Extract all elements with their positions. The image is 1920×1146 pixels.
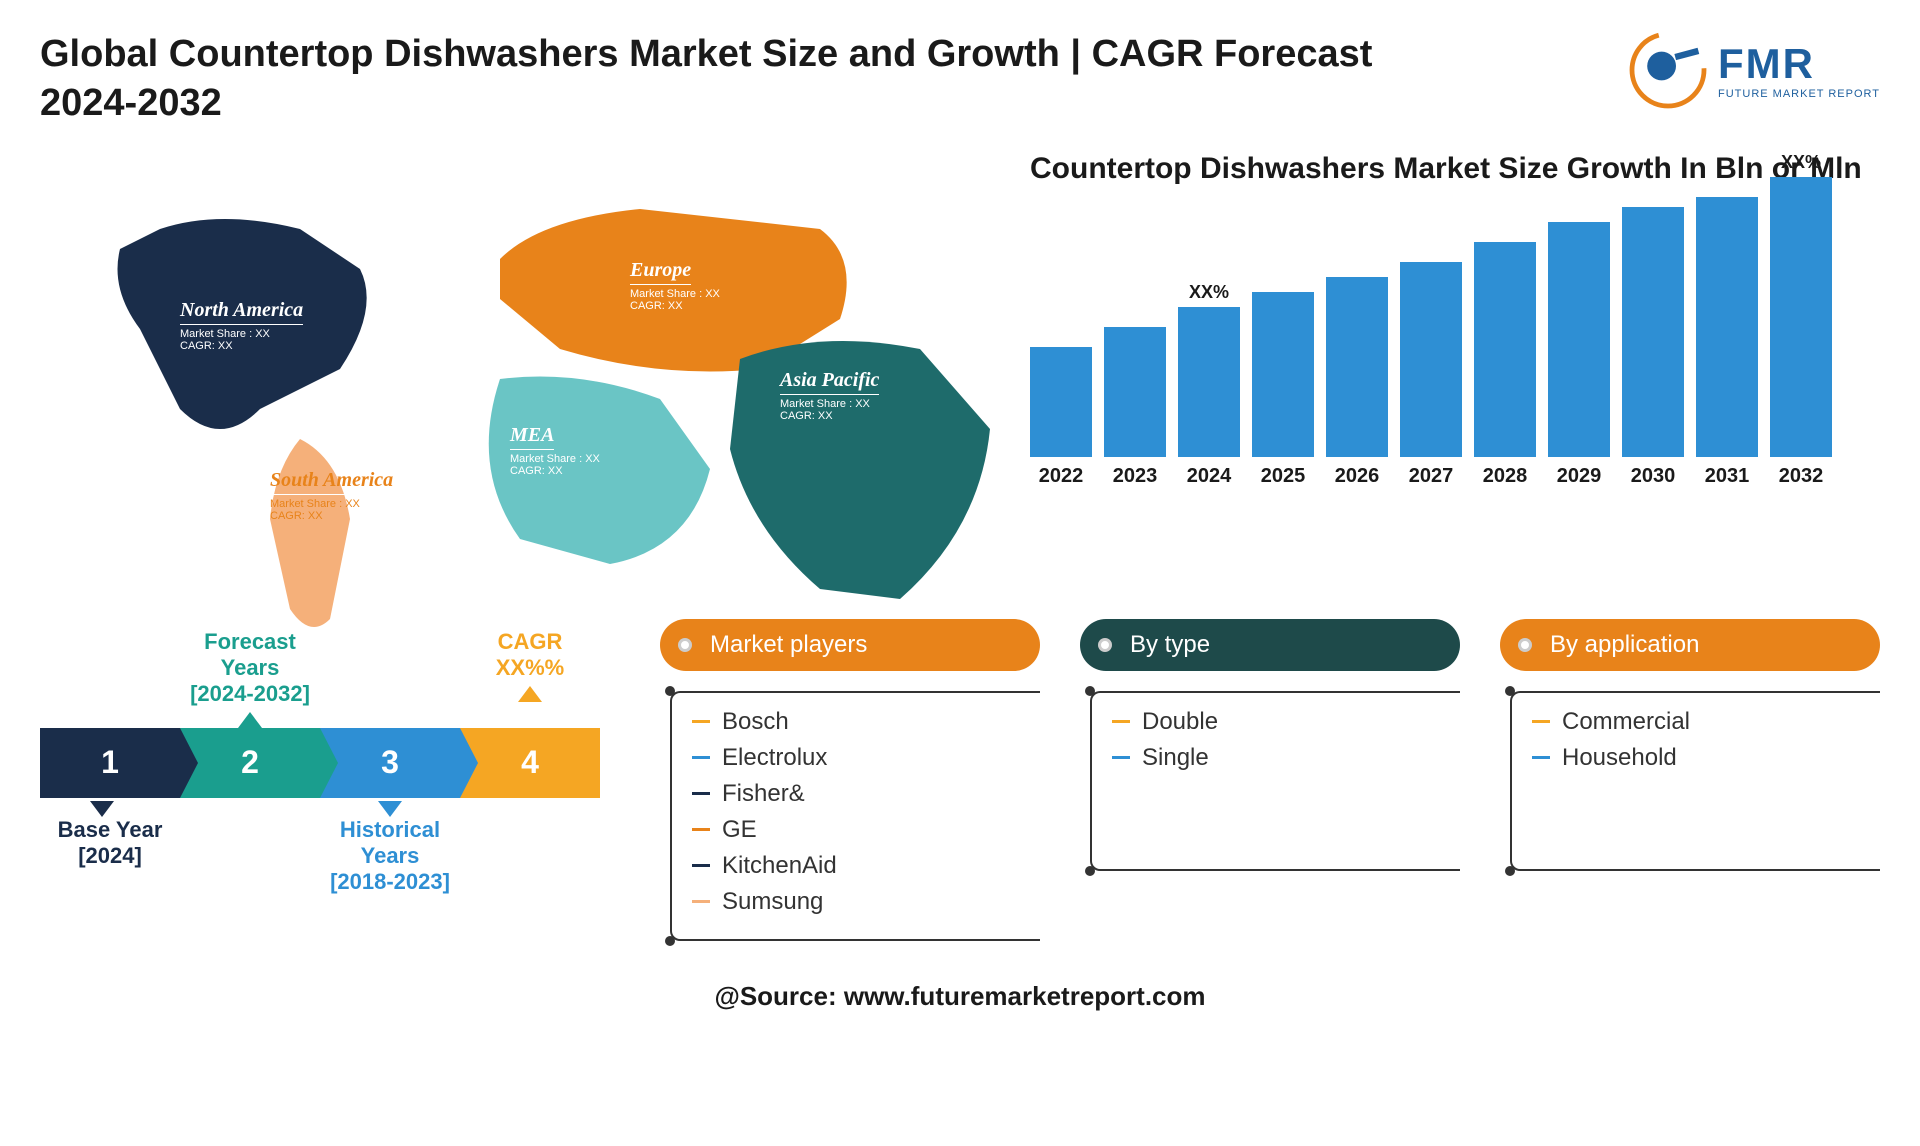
- hist-range: [2018-2023]: [320, 869, 460, 895]
- category-item: Double: [1112, 708, 1460, 736]
- region-label-north-america: North AmericaMarket Share : XXCAGR: XX: [180, 299, 303, 352]
- dot-icon: [678, 638, 692, 652]
- hist-label: Historical Years: [320, 817, 460, 869]
- category-item: Household: [1532, 744, 1880, 772]
- region-label-europe: EuropeMarket Share : XXCAGR: XX: [630, 259, 720, 312]
- arrow-up-icon: [518, 686, 542, 702]
- bar-2030: 2030: [1622, 207, 1684, 488]
- category-item-label: Double: [1142, 708, 1218, 736]
- bar-year-label: 2027: [1409, 465, 1454, 488]
- bar-annotation: XX%: [1189, 282, 1229, 303]
- timeline: Forecast Years [2024-2032] CAGR XX%% 123…: [40, 629, 600, 941]
- tick-icon: [1112, 720, 1130, 723]
- bar-2024: 2024XX%: [1178, 307, 1240, 488]
- category-item-label: Single: [1142, 744, 1209, 772]
- bar-2031: 2031: [1696, 197, 1758, 488]
- bar-year-label: 2024: [1187, 465, 1232, 488]
- logo-subtitle: FUTURE MARKET REPORT: [1718, 88, 1880, 100]
- tick-icon: [692, 864, 710, 867]
- category-title: By type: [1130, 631, 1210, 659]
- category-bracket: Commercial Household: [1510, 691, 1880, 871]
- category-item-label: Household: [1562, 744, 1677, 772]
- bar-year-label: 2023: [1113, 465, 1158, 488]
- region-label-mea: MEAMarket Share : XXCAGR: XX: [510, 424, 600, 477]
- timeline-segment-3: 3: [320, 728, 460, 798]
- category-item-label: Sumsung: [722, 888, 823, 916]
- category-bracket: Bosch Electrolux Fisher&GE KitchenAid Sumsun…: [670, 691, 1040, 941]
- category-item: Bosch: [692, 708, 1040, 736]
- region-label-asia-pacific: Asia PacificMarket Share : XXCAGR: XX: [780, 369, 879, 422]
- world-map: North AmericaMarket Share : XXCAGR: XX So…: [40, 149, 1000, 569]
- tick-icon: [1532, 756, 1550, 759]
- category-header: By application: [1500, 619, 1880, 671]
- bar-year-label: 2031: [1705, 465, 1750, 488]
- category-item-label: GE: [722, 816, 757, 844]
- bar-2032: 2032XX%: [1770, 177, 1832, 488]
- bar-year-label: 2022: [1039, 465, 1084, 488]
- category-title: By application: [1550, 631, 1699, 659]
- bar-2027: 2027: [1400, 262, 1462, 488]
- fmr-logo-icon: [1628, 30, 1708, 110]
- forecast-range: [2024-2032]: [180, 681, 320, 707]
- category-item-label: Commercial: [1562, 708, 1690, 736]
- bar-year-label: 2028: [1483, 465, 1528, 488]
- region-label-south-america: South AmericaMarket Share : XXCAGR: XX: [270, 469, 393, 522]
- category-item: GE: [692, 816, 1040, 844]
- bar-2022: 2022: [1030, 347, 1092, 488]
- timeline-segment-2: 2: [180, 728, 320, 798]
- category-item: Sumsung: [692, 888, 1040, 916]
- bar-2026: 2026: [1326, 277, 1388, 488]
- tick-icon: [1112, 756, 1130, 759]
- base-range: [2024]: [40, 843, 180, 869]
- category-market-players: Market players Bosch Electrolux Fisher&GE Ki…: [660, 619, 1040, 941]
- bar-year-label: 2030: [1631, 465, 1676, 488]
- logo-text: FMR: [1718, 40, 1880, 88]
- tick-icon: [692, 756, 710, 759]
- logo: FMR FUTURE MARKET REPORT: [1628, 30, 1880, 110]
- category-by-application: By application Commercial Household: [1500, 619, 1880, 941]
- timeline-segment-1: 1: [40, 728, 180, 798]
- dot-icon: [1098, 638, 1112, 652]
- category-header: By type: [1080, 619, 1460, 671]
- category-item: Single: [1112, 744, 1460, 772]
- arrow-down-icon: [378, 801, 402, 817]
- category-bracket: Double Single: [1090, 691, 1460, 871]
- bar-2029: 2029: [1548, 222, 1610, 488]
- category-item: Fisher&: [692, 780, 1040, 808]
- cagr-value: XX%%: [460, 655, 600, 681]
- category-item-label: KitchenAid: [722, 852, 837, 880]
- category-title: Market players: [710, 631, 867, 659]
- bar-year-label: 2032: [1779, 465, 1824, 488]
- bar-2025: 2025: [1252, 292, 1314, 488]
- timeline-segment-4: 4: [460, 728, 600, 798]
- category-item: Commercial: [1532, 708, 1880, 736]
- source-attribution: @Source: www.futuremarketreport.com: [40, 981, 1880, 1012]
- bar-annotation: XX%: [1781, 152, 1821, 173]
- bar-2028: 2028: [1474, 242, 1536, 488]
- bar-year-label: 2026: [1335, 465, 1380, 488]
- category-header: Market players: [660, 619, 1040, 671]
- tick-icon: [692, 900, 710, 903]
- page-title: Global Countertop Dishwashers Market Siz…: [40, 30, 1440, 129]
- chart-title: Countertop Dishwashers Market Size Growt…: [1030, 149, 1880, 188]
- bar-year-label: 2025: [1261, 465, 1306, 488]
- base-label: Base Year: [40, 817, 180, 843]
- growth-chart: Countertop Dishwashers Market Size Growt…: [1030, 149, 1880, 488]
- category-item: KitchenAid: [692, 852, 1040, 880]
- tick-icon: [692, 720, 710, 723]
- category-item: Electrolux: [692, 744, 1040, 772]
- arrow-down-icon: [90, 801, 114, 817]
- category-item-label: Bosch: [722, 708, 789, 736]
- cagr-label: CAGR: [460, 629, 600, 655]
- bar-2023: 2023: [1104, 327, 1166, 488]
- category-item-label: Electrolux: [722, 744, 827, 772]
- category-item-label: Fisher&: [722, 780, 805, 808]
- arrow-up-icon: [238, 712, 262, 728]
- tick-icon: [1532, 720, 1550, 723]
- category-by-type: By type Double Single: [1080, 619, 1460, 941]
- dot-icon: [1518, 638, 1532, 652]
- tick-icon: [692, 828, 710, 831]
- tick-icon: [692, 792, 710, 795]
- bar-year-label: 2029: [1557, 465, 1602, 488]
